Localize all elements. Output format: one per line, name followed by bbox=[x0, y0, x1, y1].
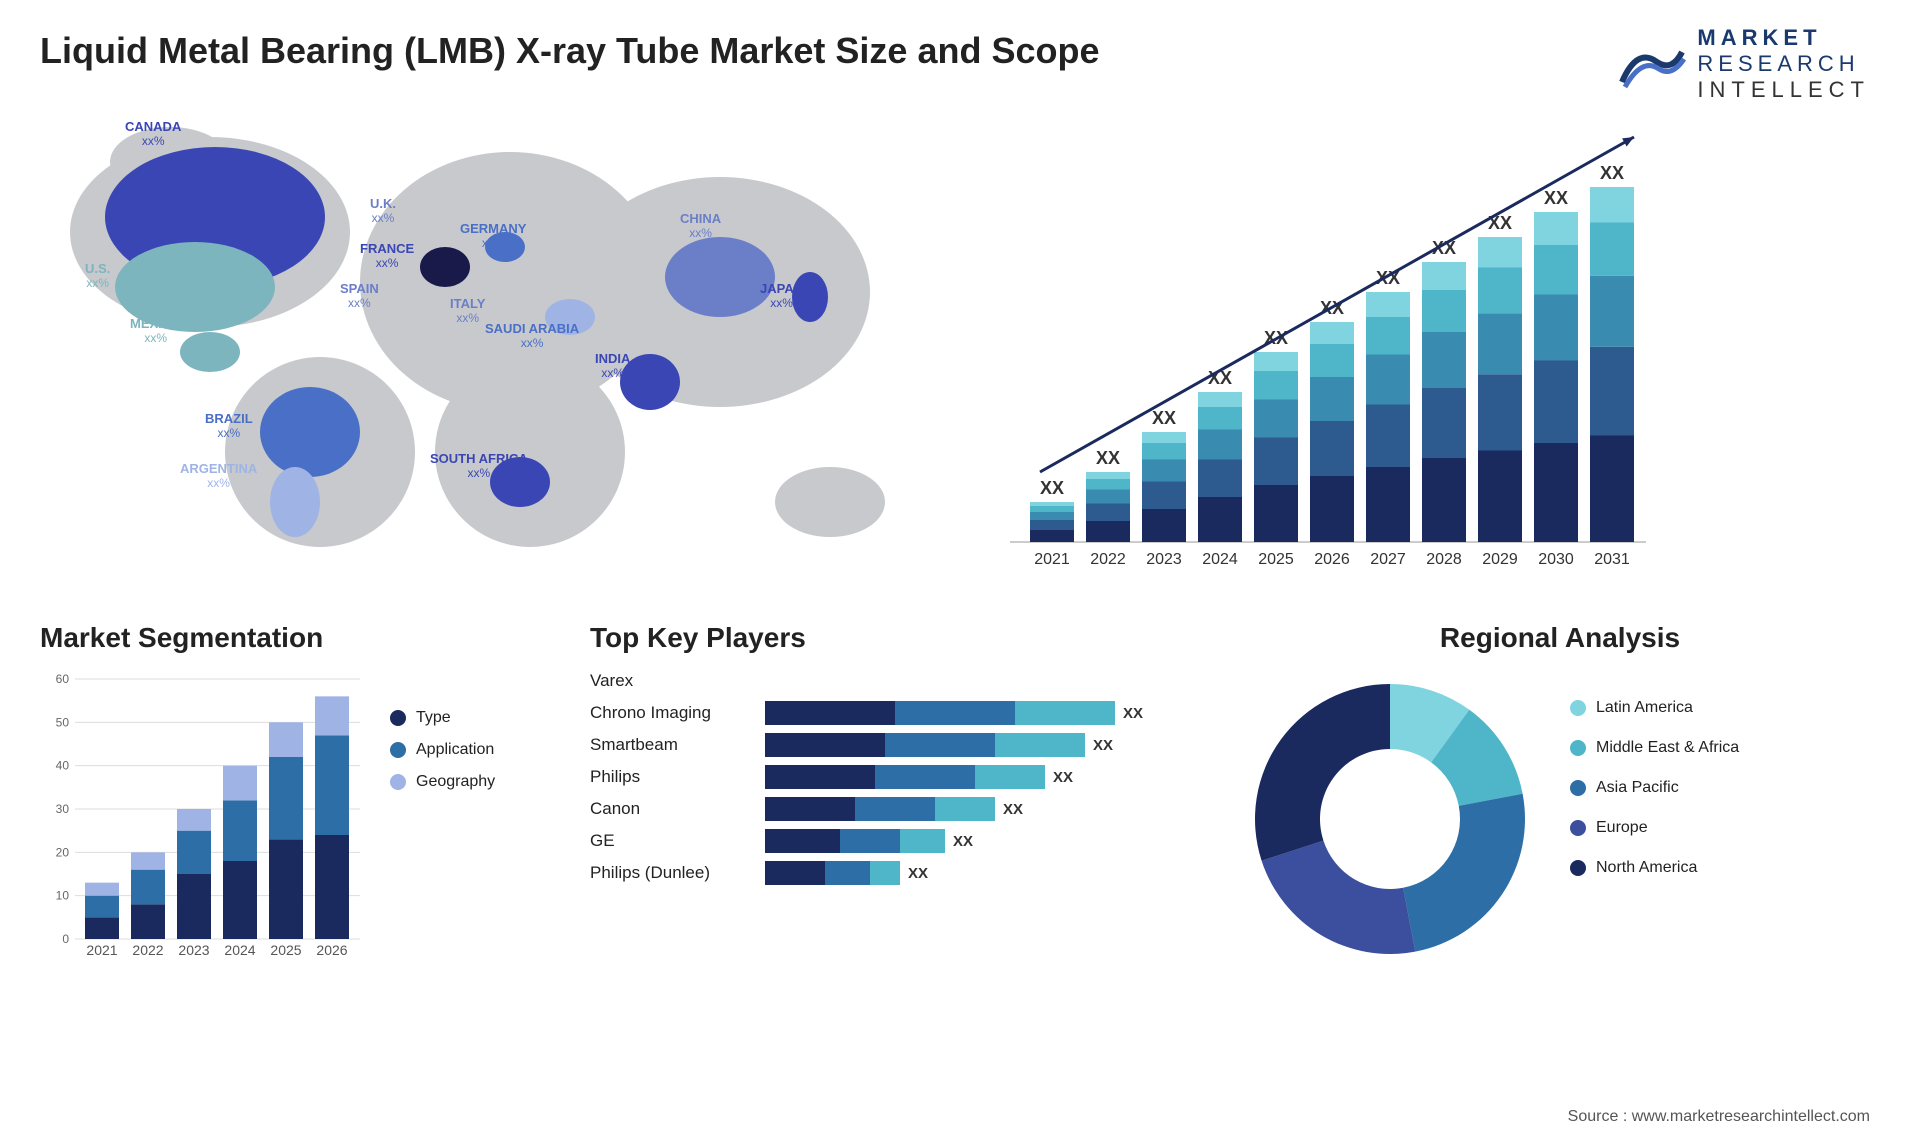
svg-text:40: 40 bbox=[56, 759, 70, 773]
regional-legend: Latin America Middle East & Africa Asia Pa… bbox=[1570, 669, 1739, 877]
svg-text:XX: XX bbox=[1600, 163, 1624, 183]
player-row: Canon XX bbox=[590, 797, 1210, 821]
players-section: Top Key Players VarexChrono ImagingXXSma… bbox=[590, 622, 1210, 969]
svg-text:20: 20 bbox=[56, 845, 70, 859]
svg-text:2025: 2025 bbox=[1258, 551, 1294, 568]
svg-text:2024: 2024 bbox=[224, 942, 255, 958]
svg-text:2028: 2028 bbox=[1426, 551, 1462, 568]
svg-text:2022: 2022 bbox=[132, 942, 163, 958]
svg-text:2030: 2030 bbox=[1538, 551, 1574, 568]
svg-text:50: 50 bbox=[56, 715, 70, 729]
player-row: Varex bbox=[590, 669, 1210, 693]
player-name: Varex bbox=[590, 671, 750, 691]
map-label-u-s-: U.S.xx% bbox=[85, 262, 110, 291]
map-label-japan: JAPANxx% bbox=[760, 282, 803, 311]
player-name: Philips bbox=[590, 767, 750, 787]
svg-text:2021: 2021 bbox=[1034, 551, 1070, 568]
logo-swoosh-icon bbox=[1617, 37, 1687, 92]
svg-text:2023: 2023 bbox=[178, 942, 209, 958]
regional-legend-item: Europe bbox=[1570, 819, 1739, 837]
svg-text:30: 30 bbox=[56, 802, 70, 816]
map-label-saudi-arabia: SAUDI ARABIAxx% bbox=[485, 322, 579, 351]
world-map: CANADAxx% U.S.xx% MEXICOxx% BRAZILxx% ARGENT… bbox=[40, 102, 940, 582]
regional-legend-item: Middle East & Africa bbox=[1570, 739, 1739, 757]
svg-text:2026: 2026 bbox=[316, 942, 347, 958]
logo-line2: RESEARCH bbox=[1697, 51, 1870, 77]
map-label-italy: ITALYxx% bbox=[450, 297, 485, 326]
logo-line1: MARKET bbox=[1697, 25, 1870, 51]
player-name: Philips (Dunlee) bbox=[590, 863, 750, 883]
map-label-india: INDIAxx% bbox=[595, 352, 630, 381]
svg-text:2025: 2025 bbox=[270, 942, 301, 958]
player-name: Canon bbox=[590, 799, 750, 819]
player-row: Philips XX bbox=[590, 765, 1210, 789]
player-value: XX bbox=[908, 865, 928, 882]
player-name: GE bbox=[590, 831, 750, 851]
segmentation-chart: 0 10 20 30 40 50 60 2021 2022 2023 2024 2025 2026 bbox=[40, 669, 370, 969]
forecast-chart-svg: XX2021XX2022XX2023XX2024XX2025XX2026XX20… bbox=[980, 102, 1880, 582]
player-value: XX bbox=[1003, 801, 1023, 818]
player-name: Chrono Imaging bbox=[590, 703, 750, 723]
segmentation-legend-item: Application bbox=[390, 741, 495, 759]
map-label-south-africa: SOUTH AFRICAxx% bbox=[430, 452, 528, 481]
svg-text:2026: 2026 bbox=[1314, 551, 1350, 568]
svg-text:XX: XX bbox=[1152, 408, 1176, 428]
player-row: Chrono Imaging XX bbox=[590, 701, 1210, 725]
players-list: Varex Chrono Imaging XX Smartbeam XX Philips X… bbox=[590, 669, 1210, 885]
map-label-brazil: BRAZILxx% bbox=[205, 412, 253, 441]
svg-text:2021: 2021 bbox=[86, 942, 117, 958]
logo-line3: INTELLECT bbox=[1697, 77, 1870, 103]
svg-text:2029: 2029 bbox=[1482, 551, 1518, 568]
regional-title: Regional Analysis bbox=[1240, 622, 1880, 654]
player-row: GE XX bbox=[590, 829, 1210, 853]
player-value: XX bbox=[953, 833, 973, 850]
player-name: Smartbeam bbox=[590, 735, 750, 755]
forecast-chart: XX2021XX2022XX2023XX2024XX2025XX2026XX20… bbox=[980, 102, 1880, 582]
svg-text:2024: 2024 bbox=[1202, 551, 1238, 568]
players-title: Top Key Players bbox=[590, 622, 1210, 654]
svg-text:10: 10 bbox=[56, 889, 70, 903]
regional-donut-chart bbox=[1240, 669, 1540, 969]
source-text: Source : www.marketresearchintellect.com bbox=[1568, 1108, 1870, 1126]
segmentation-legend-item: Geography bbox=[390, 773, 495, 791]
svg-text:2022: 2022 bbox=[1090, 551, 1126, 568]
regional-legend-item: Latin America bbox=[1570, 699, 1739, 717]
svg-text:2027: 2027 bbox=[1370, 551, 1406, 568]
segmentation-legend-item: Type bbox=[390, 709, 495, 727]
player-row: Philips (Dunlee) XX bbox=[590, 861, 1210, 885]
segmentation-title: Market Segmentation bbox=[40, 622, 560, 654]
map-label-germany: GERMANYxx% bbox=[460, 222, 526, 251]
map-label-mexico: MEXICOxx% bbox=[130, 317, 181, 346]
regional-legend-item: North America bbox=[1570, 859, 1739, 877]
page-title: Liquid Metal Bearing (LMB) X-ray Tube Ma… bbox=[40, 30, 1880, 72]
svg-text:0: 0 bbox=[62, 932, 69, 946]
player-value: XX bbox=[1093, 737, 1113, 754]
player-value: XX bbox=[1123, 705, 1143, 722]
svg-text:2031: 2031 bbox=[1594, 551, 1630, 568]
svg-text:XX: XX bbox=[1096, 448, 1120, 468]
player-value: XX bbox=[1053, 769, 1073, 786]
player-row: Smartbeam XX bbox=[590, 733, 1210, 757]
map-label-argentina: ARGENTINAxx% bbox=[180, 462, 257, 491]
segmentation-section: Market Segmentation 0 10 20 30 40 50 60 2021 202… bbox=[40, 622, 560, 969]
map-label-canada: CANADAxx% bbox=[125, 120, 181, 149]
regional-legend-item: Asia Pacific bbox=[1570, 779, 1739, 797]
map-label-france: FRANCExx% bbox=[360, 242, 414, 271]
svg-text:XX: XX bbox=[1544, 188, 1568, 208]
svg-text:2023: 2023 bbox=[1146, 551, 1182, 568]
segmentation-legend: Type Application Geography bbox=[390, 669, 495, 969]
svg-text:XX: XX bbox=[1040, 478, 1064, 498]
map-label-u-k-: U.K.xx% bbox=[370, 197, 396, 226]
regional-section: Regional Analysis Latin America Middle Ea… bbox=[1240, 622, 1880, 969]
map-label-spain: SPAINxx% bbox=[340, 282, 379, 311]
logo: MARKET RESEARCH INTELLECT bbox=[1617, 25, 1870, 103]
map-label-china: CHINAxx% bbox=[680, 212, 721, 241]
svg-text:60: 60 bbox=[56, 672, 70, 686]
